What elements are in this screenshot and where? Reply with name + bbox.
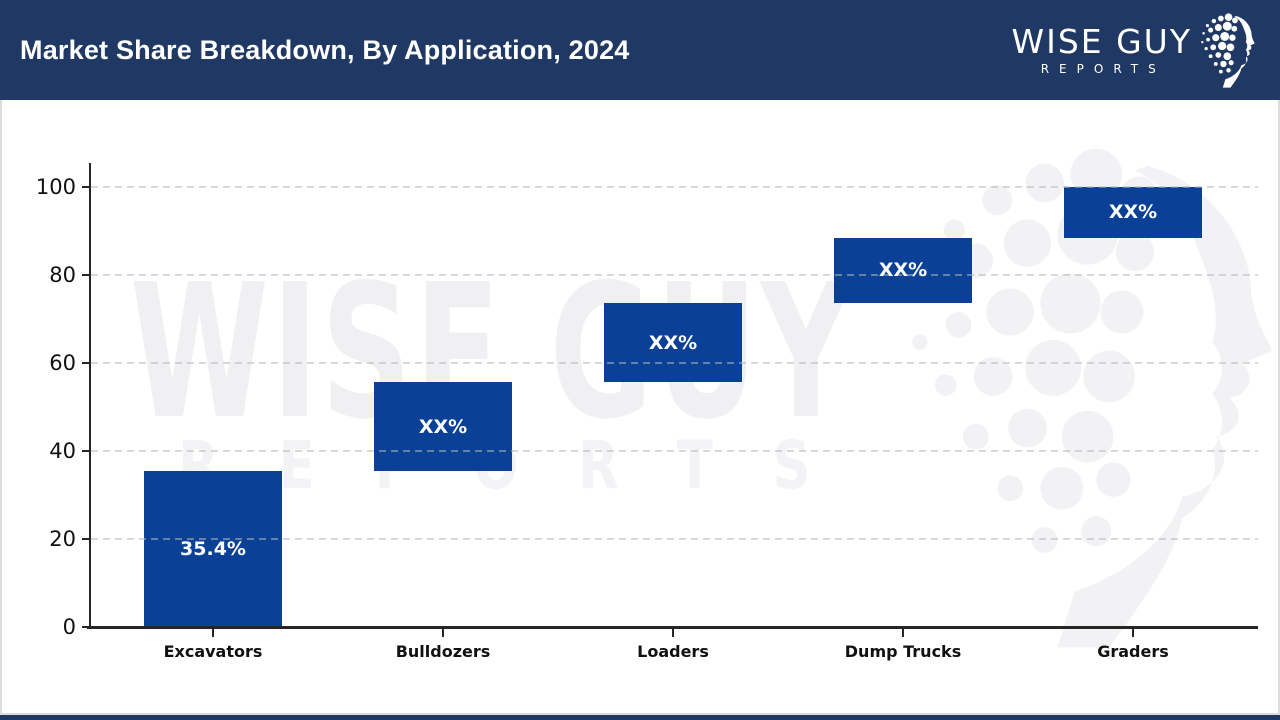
x-tick-mark [902,629,904,637]
chart-canvas: WISE GUY REPORTS 0 20 40 60 80 100 35.4% Excava… [0,100,1280,715]
gridline-60 [91,362,1258,364]
x-category-label: Loaders [637,642,709,661]
bar-value-label: XX% [648,331,698,354]
wiseguy-head-icon [1201,12,1255,88]
y-tick-label: 0 [62,615,76,639]
x-axis-line [87,626,1258,629]
y-tick-mark [82,538,91,540]
x-tick-mark [672,629,674,637]
logo-line1: WISE GUY [1011,22,1192,61]
y-tick-label: 20 [49,527,76,551]
footer-bar [0,715,1280,720]
waterfall-chart: 0 20 40 60 80 100 35.4% Excavators XX% Bulldozers… [2,100,1278,713]
x-tick-mark [1132,629,1134,637]
x-category-label: Dump Trucks [844,642,962,661]
x-category-label: Excavators [163,642,263,661]
gridline-100 [91,186,1258,188]
y-tick-label: 80 [49,263,76,287]
y-tick-mark [82,626,91,628]
y-axis-line [89,163,91,629]
bar-value-label: XX% [878,259,928,282]
y-tick-mark [82,274,91,276]
x-category-label: Bulldozers [395,642,491,661]
page-title: Market Share Breakdown, By Application, … [20,34,630,65]
bar-value-label: XX% [1108,201,1158,224]
x-category-label: Graders [1097,642,1169,661]
x-tick-mark [212,629,214,637]
gridline-40 [91,450,1258,452]
bar-excavators [144,471,282,627]
y-tick-mark [82,186,91,188]
bar-value-label: XX% [418,415,468,438]
x-tick-mark [442,629,444,637]
y-tick-mark [82,362,91,364]
gridline-20 [91,538,1258,540]
gridline-80 [91,274,1258,276]
y-tick-label: 100 [35,175,76,199]
y-tick-label: 40 [49,439,76,463]
header-bar: Market Share Breakdown, By Application, … [0,0,1280,100]
wiseguy-logo: WISE GUY REPORTS [1011,12,1258,89]
bar-loaders [604,302,742,383]
y-tick-mark [82,450,91,452]
logo-line2: REPORTS [1040,62,1166,76]
bar-value-label: 35.4% [180,538,246,561]
bar-bulldozers [374,382,512,472]
y-tick-label: 60 [49,351,76,375]
logo-wordmark: WISE GUY REPORTS [1011,25,1192,75]
